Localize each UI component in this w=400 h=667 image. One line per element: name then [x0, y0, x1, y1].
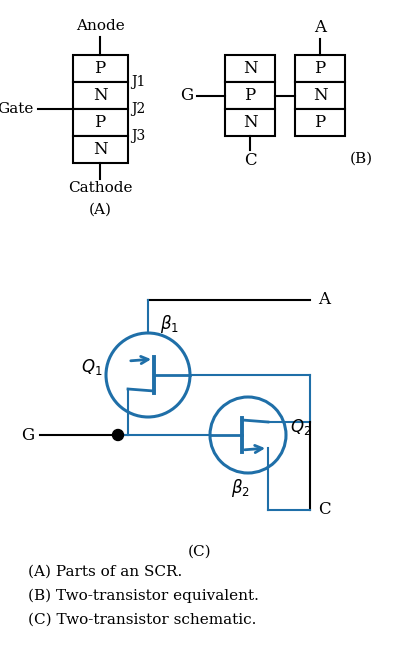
Text: Cathode: Cathode: [68, 181, 132, 195]
Text: $Q_2$: $Q_2$: [290, 417, 311, 437]
Text: J3: J3: [132, 129, 146, 143]
Text: N: N: [93, 87, 107, 104]
Bar: [72, 82, 128, 109]
Text: J2: J2: [132, 102, 146, 116]
Text: P: P: [314, 114, 326, 131]
Text: N: N: [313, 87, 327, 104]
Text: $Q_1$: $Q_1$: [80, 357, 102, 377]
Text: A: A: [314, 19, 326, 36]
Text: P: P: [244, 87, 256, 104]
Text: P: P: [314, 60, 326, 77]
Bar: [72, 109, 128, 136]
Text: C: C: [318, 502, 331, 518]
Text: (A) Parts of an SCR.: (A) Parts of an SCR.: [28, 565, 182, 579]
Bar: [225, 55, 275, 82]
Bar: [225, 109, 275, 136]
Text: P: P: [94, 114, 106, 131]
Text: $\beta_1$: $\beta_1$: [160, 313, 179, 335]
Text: (A): (A): [88, 203, 112, 217]
Text: C: C: [244, 152, 256, 169]
Text: (C) Two-transistor schematic.: (C) Two-transistor schematic.: [28, 613, 256, 627]
Circle shape: [112, 430, 124, 440]
Text: G: G: [180, 87, 193, 104]
Text: J1: J1: [132, 75, 146, 89]
Text: A: A: [318, 291, 330, 309]
Bar: [72, 136, 128, 163]
Text: Anode: Anode: [76, 19, 124, 33]
Text: (C): (C): [188, 545, 212, 559]
Text: N: N: [243, 114, 257, 131]
Bar: [295, 109, 345, 136]
Bar: [295, 82, 345, 109]
Text: Gate: Gate: [0, 102, 34, 116]
Text: P: P: [94, 60, 106, 77]
Text: $\beta_2$: $\beta_2$: [230, 477, 250, 499]
Bar: [295, 55, 345, 82]
Text: N: N: [243, 60, 257, 77]
Text: N: N: [93, 141, 107, 158]
Bar: [72, 55, 128, 82]
Bar: [225, 82, 275, 109]
Text: (B) Two-transistor equivalent.: (B) Two-transistor equivalent.: [28, 589, 259, 604]
Text: (B): (B): [350, 152, 373, 166]
Text: G: G: [21, 426, 34, 444]
